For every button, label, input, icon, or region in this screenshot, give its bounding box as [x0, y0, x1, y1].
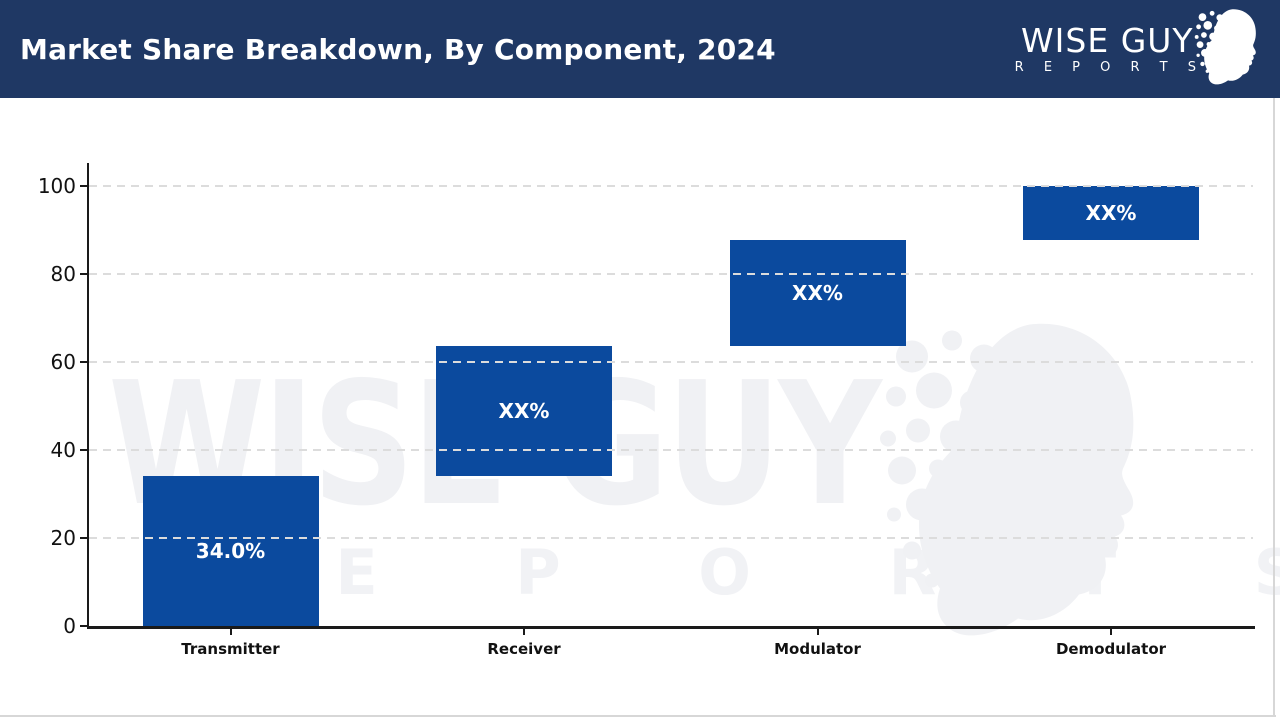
y-tick-0 [80, 625, 89, 627]
x-tick-receiver [523, 628, 525, 635]
x-axis-line [87, 626, 1255, 629]
y-tick-label-80: 80 [50, 262, 76, 286]
y-tick-40 [80, 449, 89, 451]
bar-transmitter [142, 476, 319, 626]
bar-value-label-receiver: XX% [498, 399, 550, 424]
bar-demodulator [1023, 186, 1199, 241]
bar-modulator [729, 240, 906, 347]
bar-value-label-demodulator: XX% [1085, 201, 1137, 226]
y-tick-label-60: 60 [50, 350, 76, 374]
gridline-100 [89, 185, 1253, 187]
x-tick-demodulator [1110, 628, 1112, 635]
brand-logo: WISE GUY R E P O R T S [1011, 8, 1266, 90]
header-bar: Market Share Breakdown, By Component, 20… [0, 0, 1280, 98]
gridline-40 [89, 449, 1253, 451]
y-tick-20 [80, 537, 89, 539]
y-tick-100 [80, 185, 89, 187]
y-tick-80 [80, 273, 89, 275]
bar-value-label-modulator: XX% [792, 281, 843, 306]
brand-logo-text: WISE GUY R E P O R T S [1011, 24, 1204, 75]
y-tick-60 [80, 361, 89, 363]
logo-subtitle: R E P O R T S [1014, 59, 1204, 75]
x-tick-modulator [816, 628, 819, 635]
page-title: Market Share Breakdown, By Component, 20… [20, 32, 776, 66]
y-tick-label-100: 100 [37, 174, 76, 198]
gridline-60 [89, 361, 1253, 363]
gridline-80 [89, 273, 1253, 275]
bottom-frame-line [0, 715, 1276, 717]
y-tick-label-20: 20 [50, 526, 76, 550]
y-tick-label-0: 0 [63, 614, 76, 638]
bar-value-label-transmitter: 34.0% [195, 539, 266, 564]
x-tick-transmitter [229, 628, 232, 635]
y-tick-label-40: 40 [50, 438, 76, 462]
x-category-label-receiver: Receiver [487, 640, 561, 658]
x-category-label-modulator: Modulator [774, 640, 861, 658]
bar-receiver [436, 346, 612, 477]
y-axis-line [87, 163, 89, 628]
right-frame-line [1273, 98, 1275, 717]
x-category-label-transmitter: Transmitter [181, 640, 280, 658]
logo-head-icon [1194, 9, 1256, 85]
x-category-label-demodulator: Demodulator [1055, 640, 1167, 658]
logo-wordmark: WISE GUY [1021, 20, 1194, 60]
gridline-20 [89, 537, 1253, 539]
